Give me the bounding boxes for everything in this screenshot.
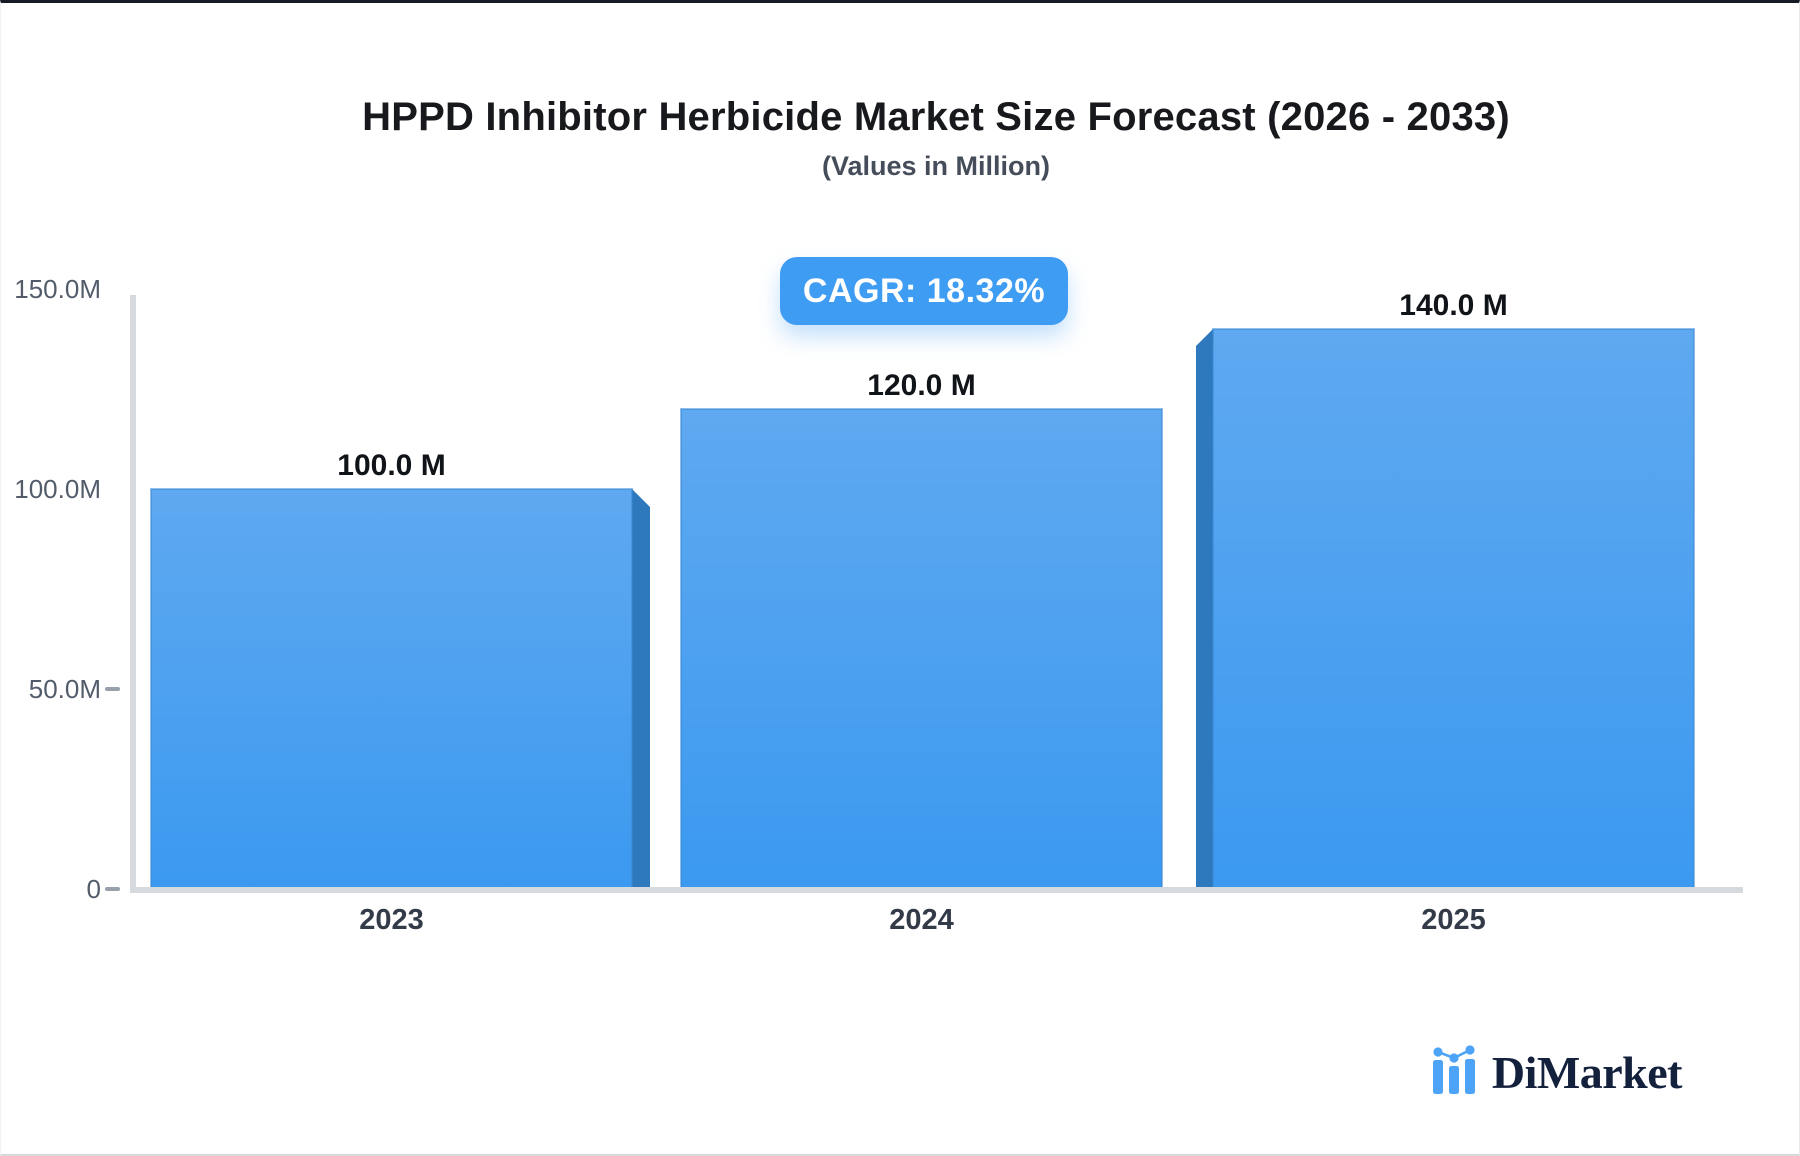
- bar-2024[interactable]: [680, 408, 1163, 890]
- bar-chart: 100.0 M 2023 120.0 M 2024 140.0 M 2025 150.0M 1…: [14, 274, 1743, 936]
- x-axis-label-2024: 2024: [889, 904, 954, 936]
- mini-bar-chart-logo-icon: [1432, 1045, 1475, 1094]
- bar-side-2023: [632, 489, 650, 889]
- chart-title: HPPD Inhibitor Herbicide Market Size For…: [362, 95, 1510, 139]
- chart-subtitle: (Values in Million): [821, 151, 1051, 181]
- x-axis-label-2023: 2023: [359, 904, 424, 936]
- y-axis-label-100.0M: 100.0M: [14, 474, 101, 504]
- y-axis-tick: [105, 687, 120, 691]
- bar-side-2025: [1196, 329, 1213, 889]
- logo-bars: [1432, 1059, 1475, 1094]
- y-axis-label-150.0M: 150.0M: [14, 274, 101, 304]
- bar-value-label-2023: 100.0 M: [337, 449, 445, 482]
- logo-dots: [1433, 1045, 1475, 1063]
- cagr-badge: CAGR: 18.32%: [780, 257, 1068, 325]
- y-axis-line: [130, 295, 136, 891]
- brand-logo[interactable]: DiMarket: [1432, 1045, 1683, 1098]
- bar-value-label-2024: 120.0 M: [867, 369, 975, 402]
- bar-value-label-2025: 140.0 M: [1399, 289, 1507, 322]
- brand-name: DiMarket: [1491, 1046, 1683, 1098]
- bar-2023[interactable]: [150, 488, 633, 890]
- bar-2025[interactable]: [1212, 328, 1695, 890]
- x-axis-label-2025: 2025: [1421, 904, 1486, 936]
- y-axis-label-50.0M: 50.0M: [29, 674, 101, 704]
- y-axis-label-0: 0: [87, 874, 101, 904]
- cagr-badge-label: CAGR: 18.32%: [802, 271, 1046, 310]
- y-axis-tick: [105, 887, 120, 891]
- x-axis-line: [130, 887, 1743, 893]
